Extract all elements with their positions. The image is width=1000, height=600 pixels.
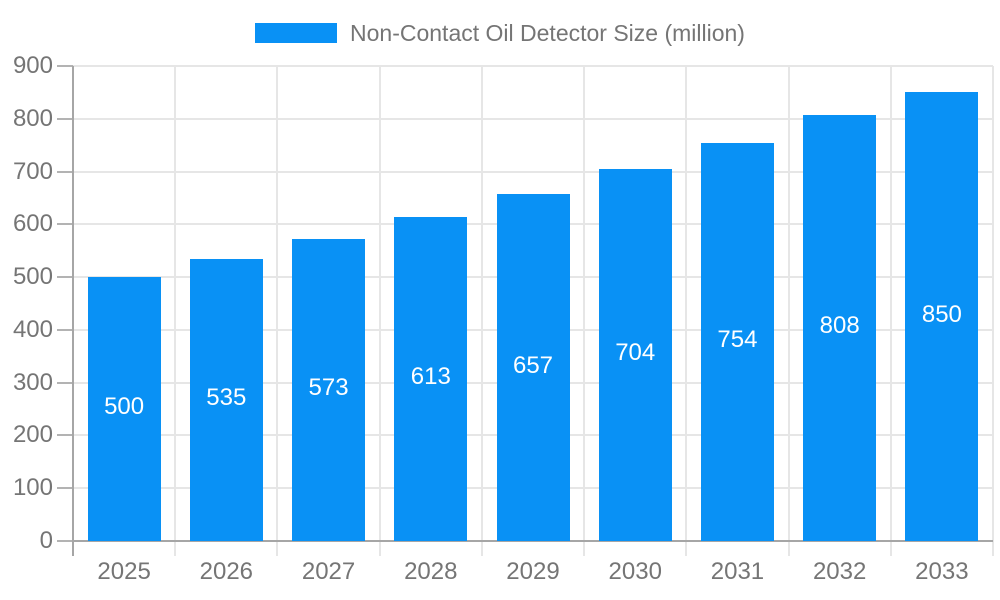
x-axis-label: 2025: [97, 558, 151, 585]
x-axis-label: 2032: [812, 558, 867, 585]
legend-label: Non-Contact Oil Detector Size (million): [350, 19, 745, 46]
bar-value-label: 535: [206, 383, 247, 411]
gridline-h: [73, 117, 993, 120]
gridline-v: [685, 66, 688, 556]
gridline-v: [992, 66, 994, 556]
bar-2026[interactable]: [190, 258, 263, 541]
bar-2032[interactable]: [803, 114, 876, 541]
bar-2029[interactable]: [497, 194, 570, 541]
gridline-v: [174, 66, 177, 556]
bar-2030[interactable]: [599, 169, 672, 541]
y-axis-tick-label: 900: [12, 52, 53, 79]
y-axis-tick: [57, 434, 73, 437]
y-axis-tick: [57, 487, 73, 490]
y-axis-tick: [57, 223, 73, 226]
y-axis-tick: [57, 170, 73, 173]
x-axis-label: 2030: [608, 558, 662, 585]
gridline-v: [889, 66, 892, 556]
y-axis-tick-label: 0: [39, 527, 53, 554]
x-axis-label: 2026: [199, 558, 254, 585]
gridline-v: [787, 66, 790, 556]
x-axis-label: 2027: [301, 558, 356, 585]
y-axis-tick: [57, 117, 73, 120]
y-axis-tick: [57, 328, 73, 331]
bar-value-label: 573: [308, 373, 349, 401]
bar-2028[interactable]: [394, 217, 467, 541]
bar-value-label: 808: [819, 311, 860, 339]
y-axis-tick: [57, 65, 73, 67]
bar-2031[interactable]: [701, 143, 774, 541]
bar-2025[interactable]: [88, 277, 161, 541]
bar-value-label: 613: [410, 363, 451, 391]
bar-value-label: 850: [921, 300, 962, 328]
gridline-v: [480, 66, 483, 556]
legend-swatch[interactable]: [255, 23, 338, 43]
bar-value-label: 754: [717, 326, 758, 354]
y-axis-tick: [57, 540, 73, 542]
x-axis-label: 2031: [710, 558, 765, 585]
x-axis-label: 2033: [915, 558, 969, 585]
x-axis-line: [73, 540, 993, 542]
y-axis-tick-label: 500: [12, 263, 53, 291]
y-axis-tick-label: 300: [12, 368, 53, 396]
gridline-v: [583, 66, 586, 556]
gridline-h: [73, 170, 993, 173]
bar-value-label: 704: [615, 339, 656, 367]
y-axis-tick-label: 700: [12, 157, 53, 185]
y-axis-tick: [57, 381, 73, 384]
gridline-v: [276, 66, 279, 556]
y-axis-tick-label: 400: [12, 315, 53, 343]
bar-value-label: 657: [512, 351, 554, 379]
y-axis-tick-label: 600: [12, 210, 53, 238]
y-axis-tick-label: 800: [12, 104, 53, 132]
y-axis-line: [72, 66, 74, 556]
bar-2033[interactable]: [905, 92, 978, 541]
y-axis-tick-label: 200: [12, 421, 53, 449]
x-axis-label: 2029: [506, 558, 560, 585]
y-axis-tick-label: 100: [12, 474, 53, 502]
chart-legend: Non-Contact Oil Detector Size (million): [0, 19, 1000, 46]
bar-value-label: 500: [104, 393, 145, 421]
bar-2027[interactable]: [292, 238, 365, 541]
gridline-v: [378, 66, 381, 556]
x-axis-label: 2028: [404, 558, 458, 585]
y-axis-tick: [57, 276, 73, 279]
gridline-h: [73, 65, 993, 67]
